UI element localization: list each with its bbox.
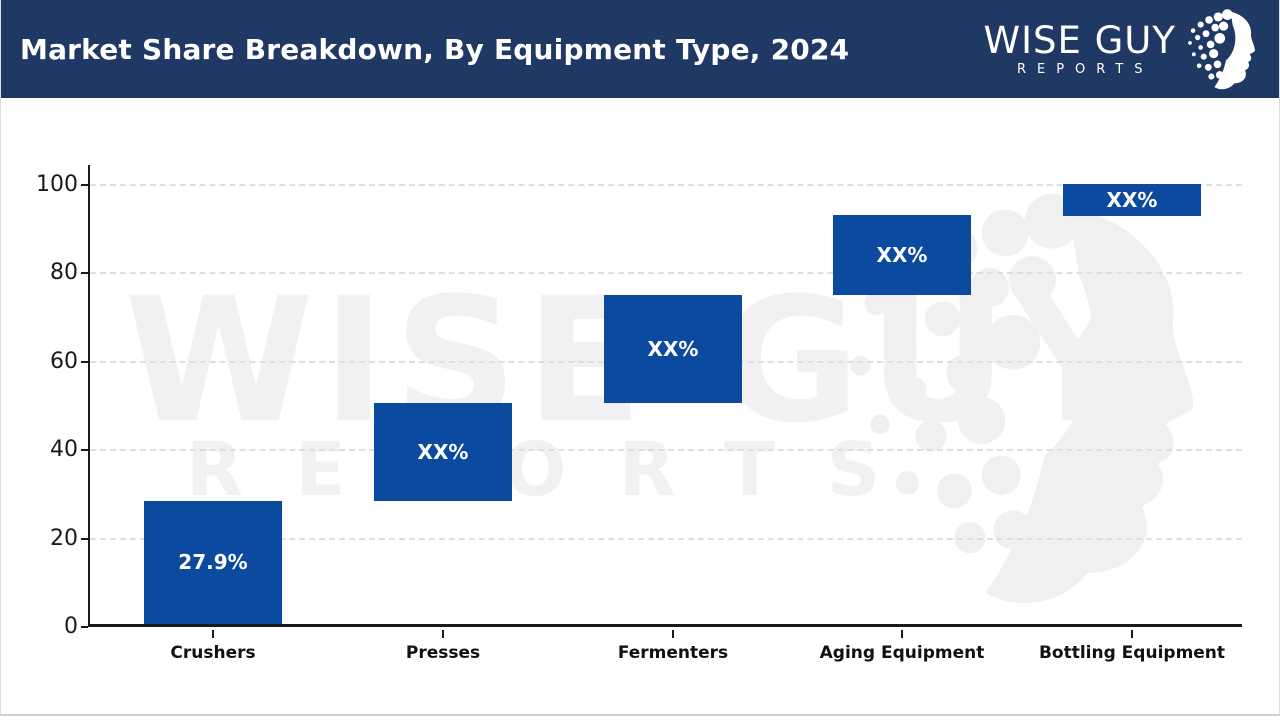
x-tick-mark-3 (901, 630, 903, 638)
bar-aging-equipment[interactable]: XX% (833, 215, 971, 295)
x-tick-mark-1 (442, 630, 444, 638)
y-tick-label-100: 100 (36, 172, 78, 197)
gridline-40 (90, 449, 1242, 452)
watermark-subtitle-text: REPORTS (186, 427, 933, 513)
bar-fermenters[interactable]: XX% (604, 294, 742, 403)
y-tick-label-40: 40 (50, 437, 78, 463)
brand-logo: WISE GUY REPORTS (984, 7, 1262, 91)
x-category-label-0: Crushers (170, 643, 256, 663)
gridline-80 (90, 272, 1242, 275)
chart-title: Market Share Breakdown, By Equipment Typ… (20, 32, 850, 66)
bar-value-label: 27.9% (178, 550, 248, 575)
x-tick-mark-4 (1131, 630, 1133, 638)
y-tick-mark-40 (81, 449, 88, 452)
bar-value-label: XX% (647, 336, 699, 361)
header-bar: Market Share Breakdown, By Equipment Typ… (0, 0, 1280, 98)
bar-crushers[interactable]: 27.9% (144, 500, 282, 624)
y-tick-label-80: 80 (50, 260, 78, 286)
y-tick-mark-80 (81, 272, 88, 275)
gridline-100 (90, 184, 1242, 186)
bar-value-label: XX% (876, 242, 928, 267)
y-tick-label-20: 20 (50, 525, 78, 551)
x-tick-mark-2 (672, 630, 674, 638)
bar-value-label: XX% (417, 439, 469, 464)
x-category-label-3: Aging Equipment (819, 643, 985, 663)
gridline-20 (90, 537, 1242, 540)
bar-value-label: XX% (1106, 187, 1158, 212)
bar-presses[interactable]: XX% (374, 403, 512, 501)
x-category-label-2: Fermenters (617, 643, 729, 663)
y-tick-mark-20 (81, 537, 88, 540)
y-tick-mark-0 (81, 626, 88, 628)
y-tick-mark-60 (81, 360, 88, 363)
plot-area: WISE GUY REPORTS 0 20 40 60 80 100 27.9% Crushe… (36, 165, 1242, 663)
brand-subtitle: REPORTS (1016, 62, 1154, 77)
brand-name: WISE GUY (983, 19, 1176, 62)
y-tick-label-60: 60 (50, 348, 78, 374)
x-tick-mark-0 (212, 630, 214, 638)
bar-bottling-equipment[interactable]: XX% (1063, 183, 1201, 216)
x-category-label-1: Presses (405, 643, 481, 663)
x-category-label-4: Bottling Equipment (1038, 643, 1226, 663)
y-tick-mark-100 (81, 184, 88, 186)
brand-logo-text: WISE GUY REPORTS (984, 22, 1176, 76)
y-tick-label-0: 0 (64, 614, 78, 639)
dotted-head-icon (1188, 9, 1255, 90)
